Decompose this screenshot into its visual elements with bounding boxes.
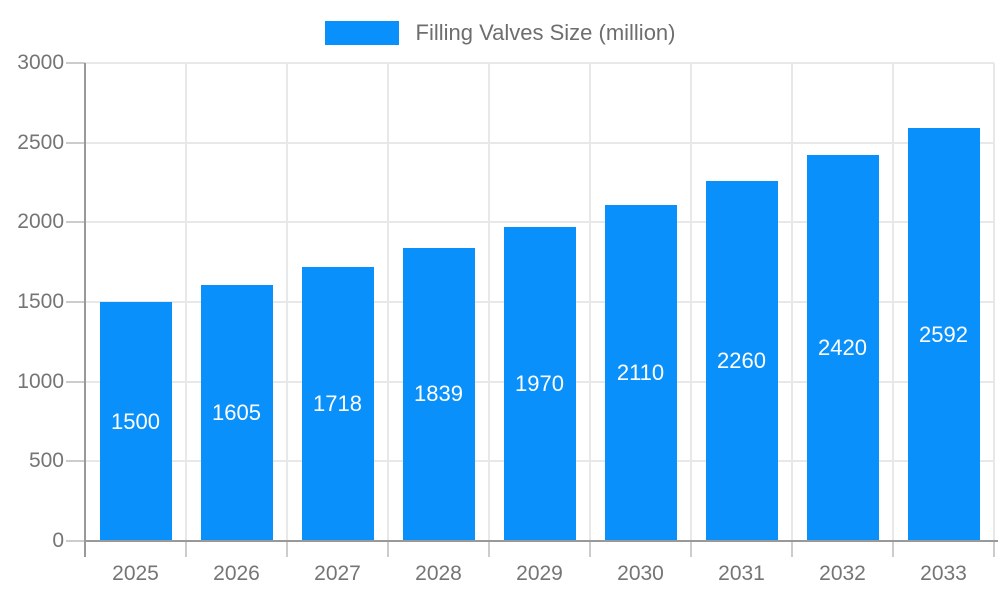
x-axis-tick (387, 541, 389, 557)
x-axis-tick (892, 541, 894, 557)
bar-value-label: 1605 (212, 400, 261, 426)
y-axis-tick (66, 460, 85, 463)
x-axis-tick (488, 541, 490, 557)
y-axis-tick (66, 380, 85, 383)
y-gridline (85, 141, 994, 144)
y-axis-tick (66, 301, 85, 303)
bar (806, 155, 879, 541)
y-axis-line (84, 63, 86, 557)
x-axis-tick (690, 541, 692, 557)
y-axis-tick-label: 500 (28, 449, 64, 473)
x-gridline (387, 63, 389, 541)
x-axis-line (85, 540, 998, 542)
x-gridline (286, 63, 288, 541)
x-gridline (892, 63, 894, 541)
bar-value-label: 2592 (919, 321, 968, 347)
x-axis-tick-label: 2031 (718, 562, 765, 585)
x-gridline (589, 63, 591, 541)
y-axis-tick (66, 221, 85, 224)
bar (705, 180, 778, 541)
x-axis-tick (993, 541, 995, 557)
bar (907, 128, 980, 541)
x-axis-tick (185, 541, 187, 557)
y-axis-tick-label: 3000 (17, 51, 64, 74)
y-axis-tick-label: 2500 (17, 130, 64, 154)
bar-value-label: 1500 (111, 408, 160, 434)
y-axis-tick-label: 2000 (17, 210, 64, 234)
legend-marker (324, 21, 399, 45)
x-axis-tick-label: 2026 (213, 562, 260, 585)
bar (301, 267, 374, 541)
x-gridline (791, 63, 793, 541)
x-axis-tick-label: 2025 (112, 562, 159, 585)
x-gridline (690, 63, 692, 541)
x-axis-tick-label: 2030 (617, 562, 664, 585)
bar-value-label: 1718 (313, 391, 362, 417)
bar (99, 302, 172, 541)
y-gridline (85, 62, 994, 64)
x-gridline (488, 63, 490, 541)
y-axis-tick (66, 540, 85, 542)
bar-value-label: 2420 (818, 335, 867, 361)
bar (604, 204, 677, 541)
x-axis-tick-label: 2029 (516, 562, 563, 585)
bar-value-label: 1839 (414, 381, 463, 407)
x-axis-tick-label: 2032 (819, 562, 866, 585)
x-gridline (993, 63, 995, 541)
y-axis-tick-label: 0 (52, 529, 64, 552)
x-axis-tick-label: 2033 (920, 562, 967, 585)
y-axis-tick-label: 1500 (17, 290, 64, 313)
x-axis-tick (589, 541, 591, 557)
legend-item[interactable]: Filling Valves Size (million) (0, 20, 1000, 46)
x-axis-tick (286, 541, 288, 557)
y-axis-tick (66, 141, 85, 144)
legend-label: Filling Valves Size (million) (415, 20, 676, 45)
x-axis-tick-label: 2028 (415, 562, 462, 585)
bar (402, 247, 475, 541)
x-axis-tick-label: 2027 (314, 562, 361, 585)
x-axis-tick (791, 541, 793, 557)
bar-value-label: 2260 (717, 347, 766, 373)
y-axis-tick (66, 62, 85, 64)
bar-value-label: 2110 (616, 359, 665, 385)
y-axis-tick-label: 1000 (17, 369, 64, 393)
y-gridline (85, 221, 994, 224)
x-gridline (185, 63, 187, 541)
bar-value-label: 1970 (515, 371, 564, 397)
bar (503, 227, 576, 541)
bar (200, 285, 273, 541)
